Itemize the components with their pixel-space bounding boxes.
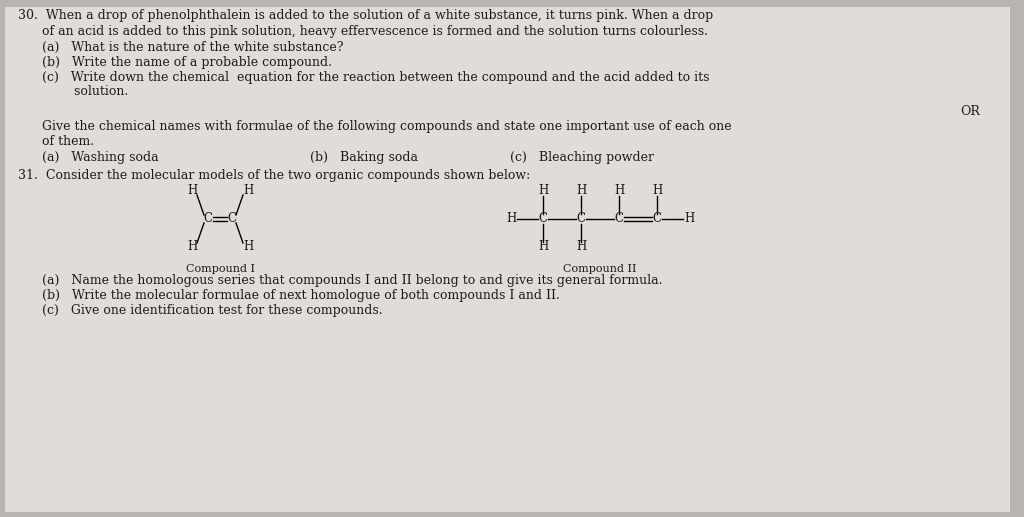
Text: C: C [227,212,237,225]
Text: H: H [243,185,253,197]
Text: C: C [577,212,586,225]
Text: C: C [204,212,213,225]
Text: H: H [506,212,516,225]
Text: H: H [186,240,198,253]
FancyBboxPatch shape [5,7,1010,512]
Text: H: H [575,240,586,253]
Text: Compound I: Compound I [185,264,255,274]
Text: 31.  Consider the molecular models of the two organic compounds shown below:: 31. Consider the molecular models of the… [18,169,530,182]
Text: H: H [538,185,548,197]
Text: (a)   What is the nature of the white substance?: (a) What is the nature of the white subs… [18,41,343,54]
Text: H: H [186,185,198,197]
Text: C: C [614,212,624,225]
Text: H: H [684,212,694,225]
Text: (c)   Give one identification test for these compounds.: (c) Give one identification test for the… [18,304,383,317]
Text: (c)   Write down the chemical  equation for the reaction between the compound an: (c) Write down the chemical equation for… [18,71,710,84]
Text: Give the chemical names with formulae of the following compounds and state one i: Give the chemical names with formulae of… [18,120,731,133]
Text: C: C [539,212,548,225]
Text: (b)   Write the name of a probable compound.: (b) Write the name of a probable compoun… [18,56,332,69]
Text: H: H [538,240,548,253]
Text: (c)   Bleaching powder: (c) Bleaching powder [510,151,654,164]
Text: C: C [652,212,662,225]
Text: OR: OR [961,105,980,118]
Text: 30.  When a drop of phenolphthalein is added to the solution of a white substanc: 30. When a drop of phenolphthalein is ad… [18,9,714,22]
Text: of an acid is added to this pink solution, heavy effervescence is formed and the: of an acid is added to this pink solutio… [18,25,708,38]
Text: H: H [575,185,586,197]
Text: (a)   Washing soda: (a) Washing soda [18,151,159,164]
Text: Compound II: Compound II [563,264,637,274]
Text: (a)   Name the homologous series that compounds I and II belong to and give its : (a) Name the homologous series that comp… [18,274,663,287]
Text: of them.: of them. [18,135,94,148]
Text: (b)   Baking soda: (b) Baking soda [310,151,418,164]
Text: H: H [613,185,624,197]
Text: H: H [243,240,253,253]
Text: solution.: solution. [18,85,128,98]
Text: (b)   Write the molecular formulae of next homologue of both compounds I and II.: (b) Write the molecular formulae of next… [18,289,560,302]
Text: H: H [652,185,663,197]
